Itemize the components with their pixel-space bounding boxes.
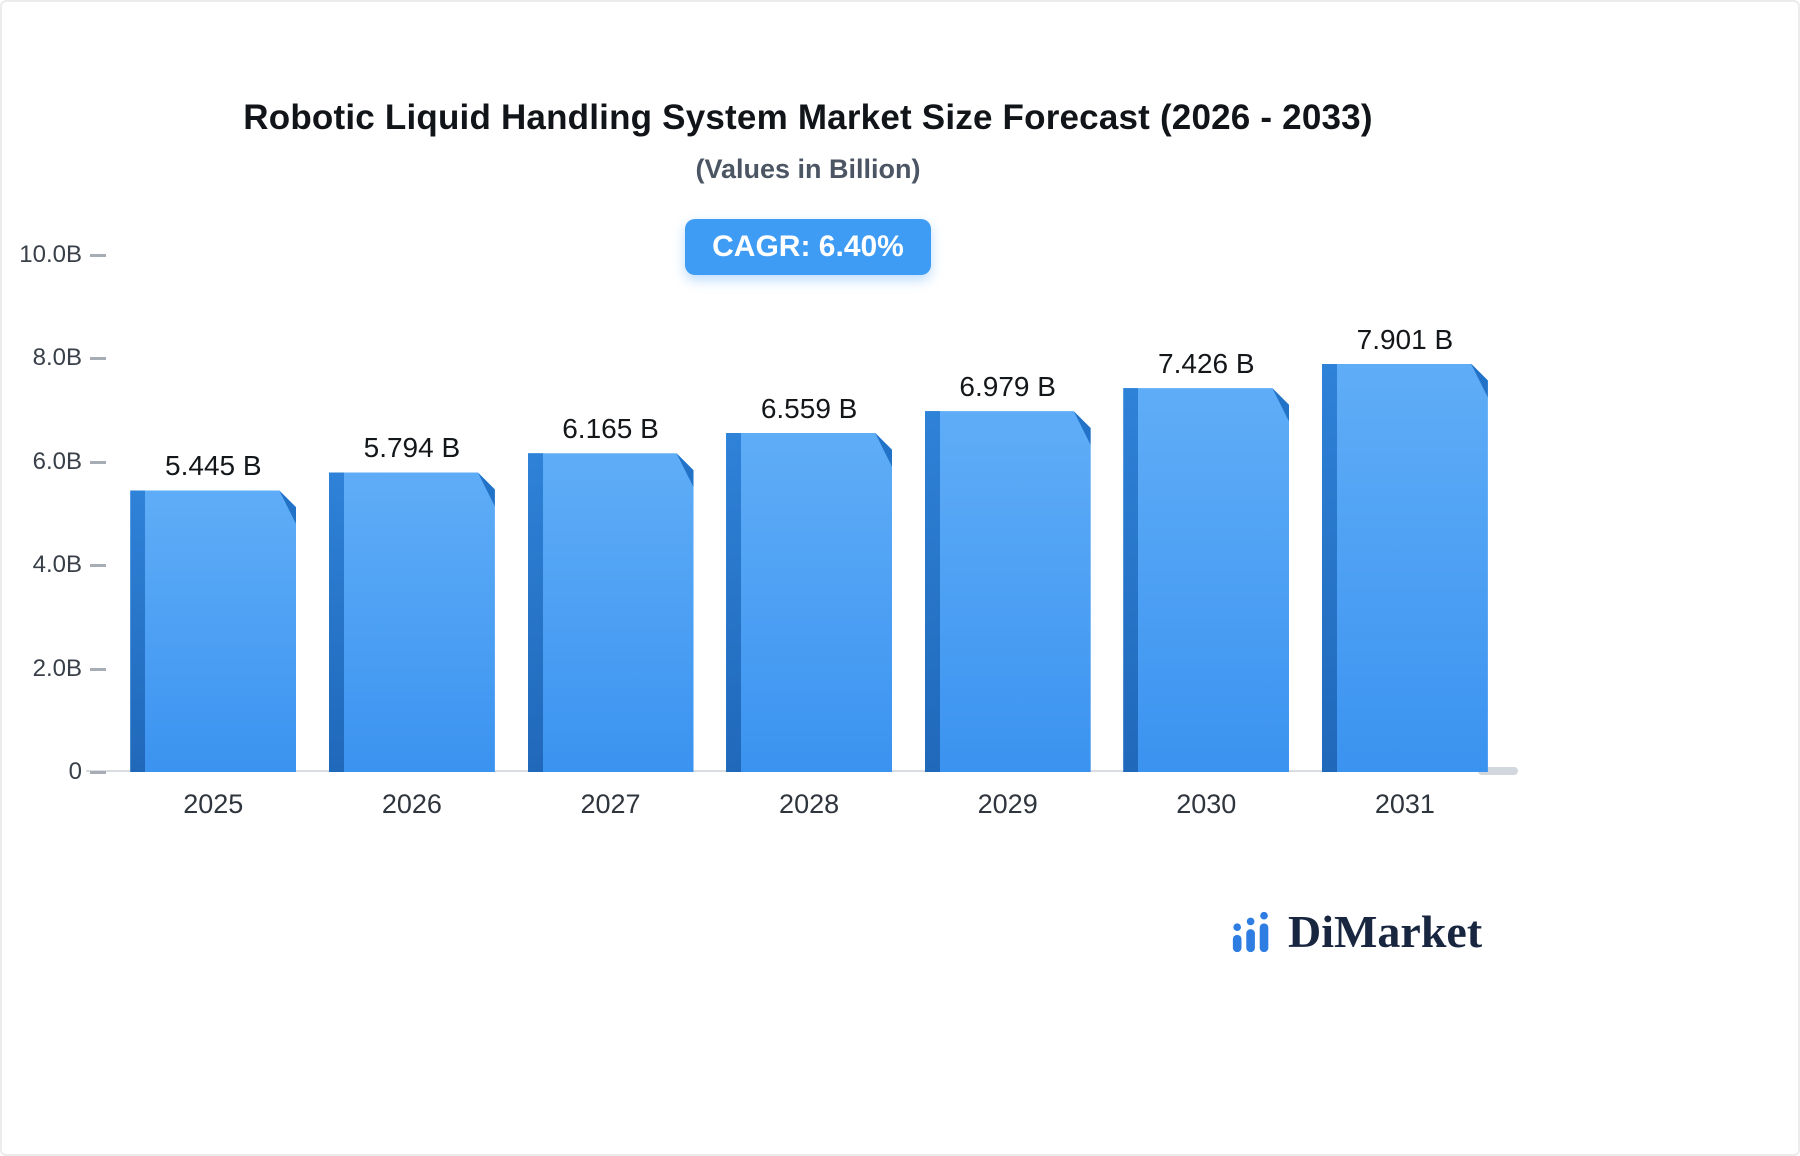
y-axis-tick-label: 0 bbox=[68, 758, 82, 785]
y-axis-tick-mark bbox=[90, 771, 106, 774]
chart-header: Robotic Liquid Handling System Market Si… bbox=[2, 98, 1614, 275]
bar-corner-bevel bbox=[875, 433, 892, 467]
y-axis-tick-mark bbox=[90, 357, 106, 361]
cagr-badge-row: CAGR: 6.40% bbox=[2, 219, 1614, 275]
y-axis-tick-mark bbox=[90, 460, 106, 464]
y-axis-tick-label: 10.0B bbox=[19, 241, 82, 268]
bar-side-shade bbox=[1322, 364, 1337, 772]
y-axis-tick-mark bbox=[90, 667, 106, 671]
cagr-badge: CAGR: 6.40% bbox=[685, 219, 931, 275]
bar-side-shade bbox=[726, 433, 741, 772]
y-axis-tick-label: 6.0B bbox=[32, 447, 82, 475]
bar bbox=[1322, 364, 1488, 772]
y-axis-tick-mark bbox=[90, 564, 106, 568]
bar-side-shade bbox=[1123, 388, 1138, 772]
bar-side-shade bbox=[925, 411, 940, 772]
x-axis-label: 2030 bbox=[1176, 789, 1237, 819]
x-axis-label: 2031 bbox=[1374, 789, 1435, 819]
bar-value-label: 7.426 B bbox=[1158, 348, 1255, 380]
brand-name: DiMarket bbox=[1288, 906, 1483, 957]
x-axis-endcap bbox=[1478, 767, 1518, 775]
bar-value-label: 6.165 B bbox=[562, 413, 659, 445]
x-axis-label: 2027 bbox=[580, 789, 641, 819]
y-axis-tick-label: 8.0B bbox=[32, 344, 82, 372]
bar bbox=[130, 490, 296, 772]
bar bbox=[528, 453, 694, 772]
bar-value-label: 5.794 B bbox=[363, 432, 461, 464]
y-axis-tick-label: 4.0B bbox=[32, 551, 82, 579]
bar-corner-bevel bbox=[478, 472, 495, 506]
bar bbox=[1123, 388, 1289, 772]
x-axis-label: 2028 bbox=[779, 789, 840, 819]
bar-corner-bevel bbox=[279, 490, 296, 524]
x-axis-label: 2025 bbox=[183, 789, 244, 819]
bar bbox=[726, 433, 892, 772]
bar-side-shade bbox=[528, 453, 543, 772]
chart-title: Robotic Liquid Handling System Market Si… bbox=[243, 98, 1373, 137]
bar-value-label: 6.559 B bbox=[760, 392, 858, 424]
bar-value-label: 5.445 B bbox=[165, 450, 262, 482]
bar-side-shade bbox=[329, 472, 344, 772]
bar bbox=[329, 472, 495, 772]
bar-corner-bevel bbox=[677, 453, 694, 487]
bar-chart-logo-icon bbox=[1232, 911, 1269, 953]
bar-value-label: 7.901 B bbox=[1356, 323, 1454, 355]
x-axis-label: 2026 bbox=[381, 789, 442, 819]
bar-value-label: 6.979 B bbox=[959, 371, 1056, 403]
bar-corner-bevel bbox=[1272, 388, 1289, 422]
y-axis-tick-label: 2.0B bbox=[32, 654, 82, 682]
chart-subtitle: (Values in Billion) bbox=[695, 154, 921, 184]
brand-logo: DiMarket bbox=[1230, 904, 1482, 960]
bar bbox=[925, 411, 1091, 772]
bar-corner-bevel bbox=[1471, 364, 1488, 398]
bar-side-shade bbox=[130, 490, 145, 772]
bar-corner-bevel bbox=[1074, 411, 1091, 445]
y-axis-tick-mark bbox=[90, 254, 106, 257]
x-axis-label: 2029 bbox=[977, 789, 1038, 819]
